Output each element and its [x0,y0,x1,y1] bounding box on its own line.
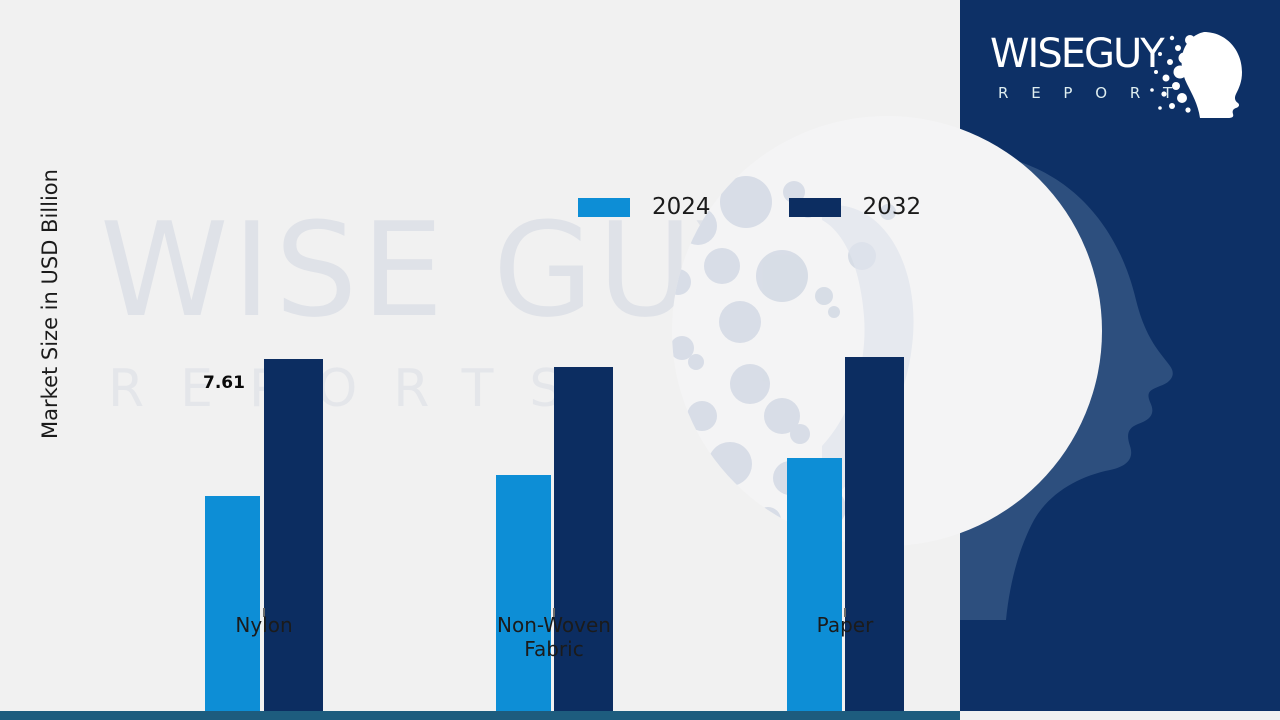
bar-2024-nylon[interactable] [205,496,260,711]
x-tick-non-woven-fabric [553,608,555,617]
x-tick-nylon [263,608,265,617]
x-axis-label-nylon: Nylon [235,613,293,637]
bar-2024-paper[interactable] [787,458,842,711]
bar-chart: Market Size in USD Billion 2024 2032 7.6… [38,169,921,711]
bar-value-2024-nylon: 7.61 [203,373,245,393]
legend-swatch-2024 [578,197,630,217]
legend-item-2032[interactable]: 2032 [788,194,922,220]
legend-label-2032: 2032 [862,194,922,220]
bottom-accent-strip [0,711,960,720]
bar-2032-non-woven-fabric[interactable] [554,367,613,711]
bar-2032-paper[interactable] [845,357,904,711]
bar-2032-nylon[interactable] [264,359,323,711]
legend-item-2024[interactable]: 2024 [578,194,711,220]
x-axis-label-non-woven-fabric: Non-Woven Fabric [497,613,611,661]
x-tick-paper [844,608,846,617]
logo: WISEGUY R E P O R T S [990,32,1250,122]
plot-area: 7.61 Nylon Non-Woven Fabric Paper [203,357,904,711]
legend-swatch-2032 [788,197,841,217]
x-axis-label-paper: Paper [816,613,874,637]
bar-2024-non-woven-fabric[interactable] [496,475,551,711]
logo-wordmark: WISEGUY [990,31,1165,77]
dotted-head-profile-icon [1150,32,1242,118]
chart-legend: 2024 2032 [578,194,921,220]
legend-label-2024: 2024 [652,194,711,220]
